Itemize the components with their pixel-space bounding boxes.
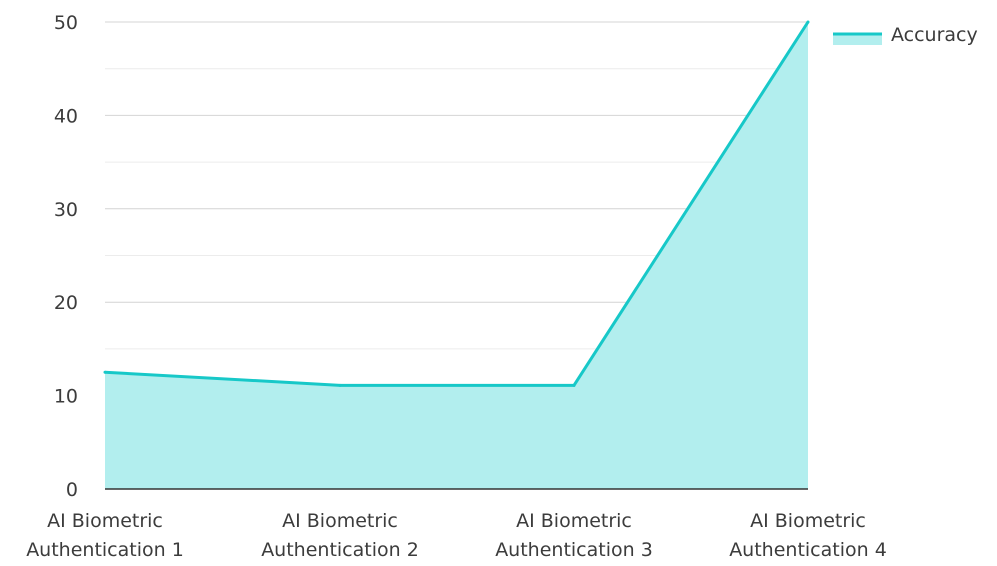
data-point (806, 20, 810, 24)
x-tick-label: AI Biometric Authentication 4 (729, 510, 887, 561)
y-tick-label: 10 (54, 386, 78, 408)
y-tick-label: 20 (54, 292, 78, 314)
x-tick-label: AI Biometric Authentication 3 (495, 510, 653, 561)
y-tick-label: 50 (54, 12, 78, 34)
x-tick-label: AI Biometric Authentication 1 (26, 510, 184, 561)
legend-label[interactable]: Accuracy (891, 24, 978, 46)
y-tick-label: 0 (66, 479, 78, 501)
data-point (103, 370, 107, 374)
data-point (338, 383, 342, 387)
y-tick-label: 30 (54, 199, 78, 221)
y-tick-label: 40 (54, 105, 78, 127)
series-line (104, 21, 810, 387)
legend-swatch-fill (833, 34, 882, 45)
axis-labels: 0 10 20 30 40 50 AI Biometric Authentication 1 A… (26, 12, 887, 561)
data-point (572, 383, 576, 387)
x-tick-label: AI Biometric Authentication 2 (261, 510, 419, 561)
series-area-layer (103, 20, 810, 489)
legend[interactable]: Accuracy (833, 24, 978, 46)
series-area-fill (105, 22, 808, 489)
